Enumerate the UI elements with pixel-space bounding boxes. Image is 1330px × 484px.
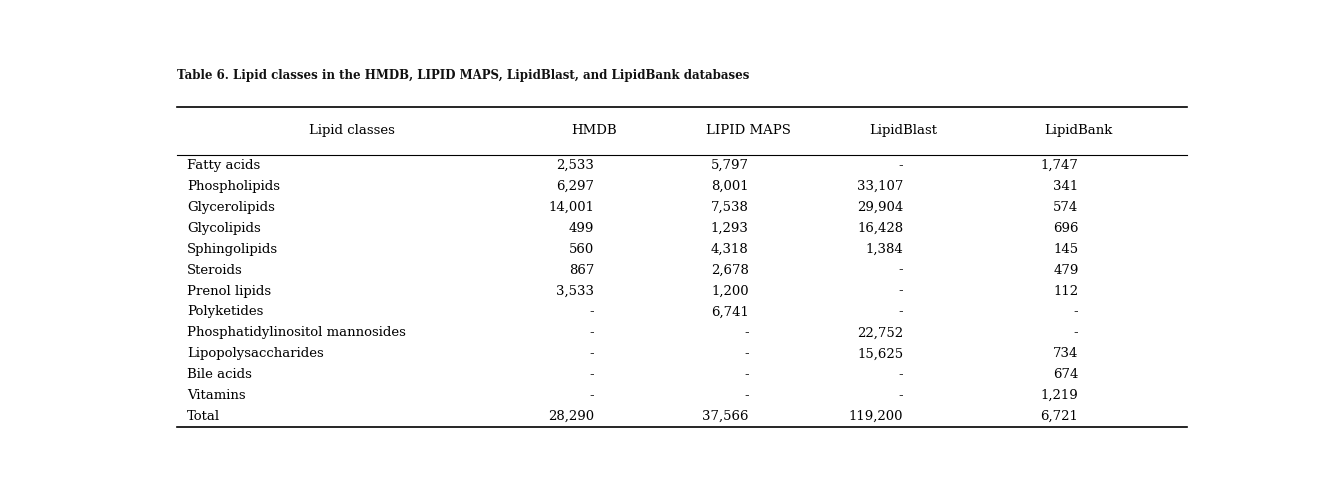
Text: -: - — [743, 326, 749, 339]
Text: -: - — [589, 389, 595, 402]
Text: -: - — [899, 389, 903, 402]
Text: 6,741: 6,741 — [710, 305, 749, 318]
Text: 119,200: 119,200 — [849, 410, 903, 423]
Text: 145: 145 — [1053, 242, 1079, 256]
Text: 28,290: 28,290 — [548, 410, 595, 423]
Text: 479: 479 — [1053, 264, 1079, 276]
Text: Sphingolipids: Sphingolipids — [186, 242, 278, 256]
Text: 22,752: 22,752 — [857, 326, 903, 339]
Text: 8,001: 8,001 — [712, 180, 749, 193]
Text: -: - — [589, 326, 595, 339]
Text: Polyketides: Polyketides — [186, 305, 263, 318]
Text: LipidBlast: LipidBlast — [870, 124, 938, 137]
Text: -: - — [899, 264, 903, 276]
Text: -: - — [899, 159, 903, 172]
Text: 341: 341 — [1053, 180, 1079, 193]
Text: -: - — [743, 389, 749, 402]
Text: 15,625: 15,625 — [857, 348, 903, 360]
Text: 499: 499 — [569, 222, 595, 235]
Text: Phospholipids: Phospholipids — [186, 180, 279, 193]
Text: 6,721: 6,721 — [1040, 410, 1079, 423]
Text: 734: 734 — [1053, 348, 1079, 360]
Text: Steroids: Steroids — [186, 264, 242, 276]
Text: -: - — [899, 305, 903, 318]
Text: 3,533: 3,533 — [556, 285, 595, 298]
Text: 37,566: 37,566 — [702, 410, 749, 423]
Text: Fatty acids: Fatty acids — [186, 159, 261, 172]
Text: Glycerolipids: Glycerolipids — [186, 201, 275, 214]
Text: 14,001: 14,001 — [548, 201, 595, 214]
Text: HMDB: HMDB — [571, 124, 617, 137]
Text: 6,297: 6,297 — [556, 180, 595, 193]
Text: 33,107: 33,107 — [857, 180, 903, 193]
Text: 560: 560 — [569, 242, 595, 256]
Text: LIPID MAPS: LIPID MAPS — [706, 124, 791, 137]
Text: -: - — [589, 348, 595, 360]
Text: Vitamins: Vitamins — [186, 389, 246, 402]
Text: -: - — [1073, 305, 1079, 318]
Text: 1,293: 1,293 — [710, 222, 749, 235]
Text: Bile acids: Bile acids — [186, 368, 251, 381]
Text: 867: 867 — [569, 264, 595, 276]
Text: LipidBank: LipidBank — [1044, 124, 1113, 137]
Text: 1,200: 1,200 — [712, 285, 749, 298]
Text: 574: 574 — [1053, 201, 1079, 214]
Text: 29,904: 29,904 — [857, 201, 903, 214]
Text: -: - — [589, 305, 595, 318]
Text: 112: 112 — [1053, 285, 1079, 298]
Text: Total: Total — [186, 410, 219, 423]
Text: 696: 696 — [1053, 222, 1079, 235]
Text: 7,538: 7,538 — [710, 201, 749, 214]
Text: 16,428: 16,428 — [857, 222, 903, 235]
Text: 2,678: 2,678 — [710, 264, 749, 276]
Text: 674: 674 — [1053, 368, 1079, 381]
Text: 2,533: 2,533 — [556, 159, 595, 172]
Text: 1,384: 1,384 — [866, 242, 903, 256]
Text: -: - — [589, 368, 595, 381]
Text: 5,797: 5,797 — [710, 159, 749, 172]
Text: -: - — [1073, 326, 1079, 339]
Text: 4,318: 4,318 — [710, 242, 749, 256]
Text: Prenol lipids: Prenol lipids — [186, 285, 271, 298]
Text: -: - — [743, 368, 749, 381]
Text: Glycolipids: Glycolipids — [186, 222, 261, 235]
Text: 1,747: 1,747 — [1040, 159, 1079, 172]
Text: -: - — [899, 368, 903, 381]
Text: Lipopolysaccharides: Lipopolysaccharides — [186, 348, 323, 360]
Text: Table 6. Lipid classes in the HMDB, LIPID MAPS, LipidBlast, and LipidBank databa: Table 6. Lipid classes in the HMDB, LIPI… — [177, 69, 749, 82]
Text: -: - — [899, 285, 903, 298]
Text: -: - — [743, 348, 749, 360]
Text: Lipid classes: Lipid classes — [309, 124, 395, 137]
Text: 1,219: 1,219 — [1040, 389, 1079, 402]
Text: Phosphatidylinositol mannosides: Phosphatidylinositol mannosides — [186, 326, 406, 339]
